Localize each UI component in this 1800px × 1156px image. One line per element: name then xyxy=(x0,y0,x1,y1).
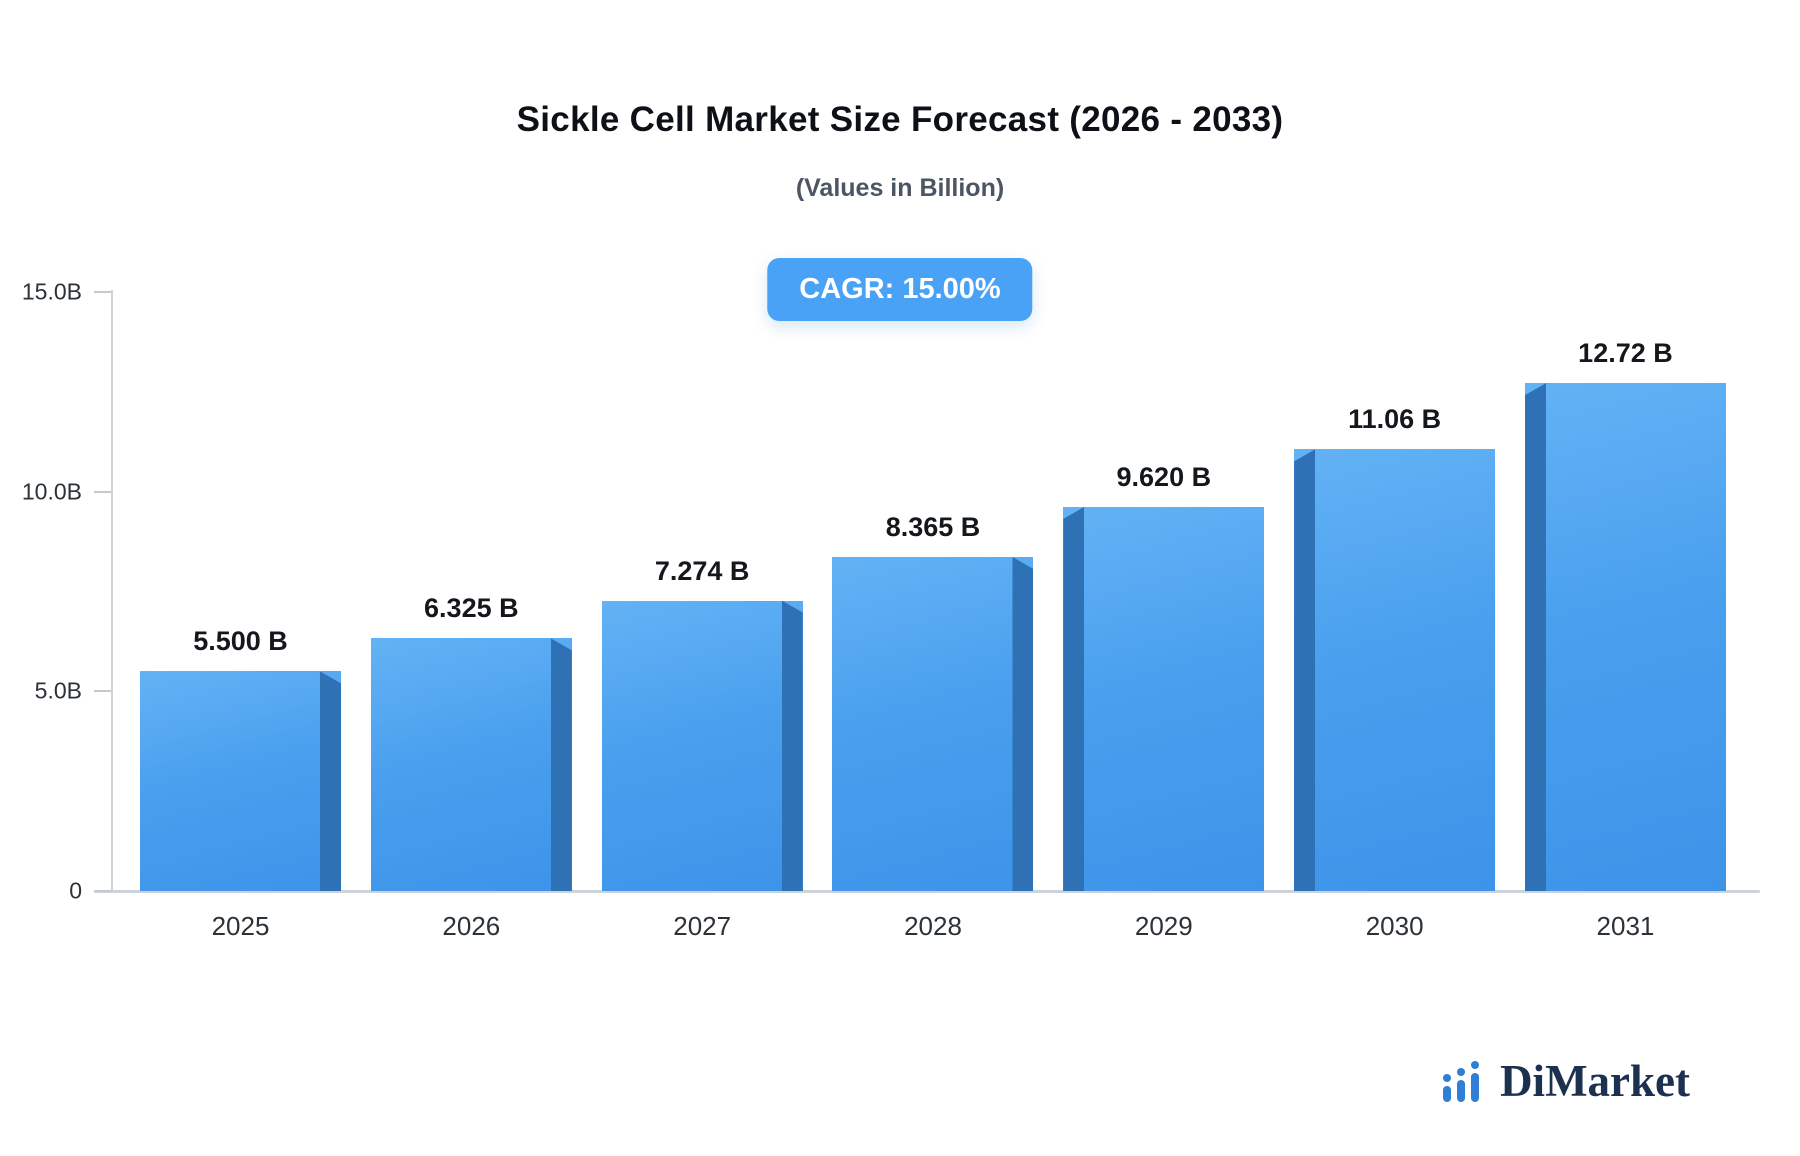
logo-text: DiMarket xyxy=(1500,1056,1690,1106)
bar-2030[interactable]: 11.06 B 2030 xyxy=(1294,404,1496,941)
bar-value-label: 11.06 B xyxy=(1348,404,1442,435)
y-tick xyxy=(94,890,111,892)
x-axis-label: 2031 xyxy=(1596,911,1655,941)
bar-side-face xyxy=(1294,449,1316,891)
bar-2029[interactable]: 9.620 B 2029 xyxy=(1063,462,1265,941)
y-tick xyxy=(94,291,111,293)
x-axis-label: 2030 xyxy=(1365,911,1424,941)
bar-2026[interactable]: 6.325 B 2026 xyxy=(370,593,572,941)
logo: DiMarket xyxy=(1439,1056,1690,1104)
bar-side-face xyxy=(320,671,341,891)
bar-face xyxy=(832,556,1034,891)
bar-side-face xyxy=(550,638,572,891)
bar-side-face xyxy=(1012,556,1034,891)
bar-value-label: 6.325 B xyxy=(424,593,519,624)
bar-2031[interactable]: 12.72 B 2031 xyxy=(1524,338,1726,941)
y-tick xyxy=(94,490,111,493)
page-subtitle: (Values in Billion) xyxy=(795,174,1005,202)
bar-chart: 5.500 B 2025 6.325 B 2026 7.274 B 2027 8.365 B… xyxy=(22,279,1760,941)
y-axis-label: 0 xyxy=(69,877,82,904)
bar-face xyxy=(1063,506,1265,891)
bar-face xyxy=(1524,383,1726,891)
x-axis-label: 2025 xyxy=(211,911,270,941)
bar-side-face xyxy=(1524,383,1546,891)
page-title: Sickle Cell Market Size Forecast (2026 -… xyxy=(516,100,1284,139)
y-axis-line xyxy=(111,290,113,891)
bar-side-face xyxy=(781,600,803,891)
bar-face xyxy=(370,638,572,891)
bar-value-label: 12.72 B xyxy=(1578,338,1673,369)
x-axis-label: 2028 xyxy=(904,911,962,941)
bar-face xyxy=(601,600,803,891)
cagr-badge: CAGR: 15.00% xyxy=(767,258,1033,321)
x-axis-label: 2029 xyxy=(1134,911,1193,941)
bar-face xyxy=(1294,449,1496,891)
bar-2025[interactable]: 5.500 B 2025 xyxy=(140,626,341,941)
bar-side-face xyxy=(1063,506,1085,891)
bar-value-label: 9.620 B xyxy=(1116,461,1212,492)
y-axis-label: 5.0B xyxy=(34,677,82,704)
x-axis-label: 2027 xyxy=(673,911,732,941)
bar-value-label: 7.274 B xyxy=(654,555,750,586)
y-tick xyxy=(94,690,111,693)
bar-face xyxy=(140,671,341,891)
x-axis-label: 2026 xyxy=(442,911,501,941)
plot-area: 5.500 B 2025 6.325 B 2026 7.274 B 2027 8.365 B… xyxy=(112,292,1754,941)
bar-chart-logo-icon xyxy=(1443,1061,1480,1102)
bar-2028[interactable]: 8.365 B 2028 xyxy=(832,512,1034,941)
bar-2027[interactable]: 7.274 B 2027 xyxy=(601,556,803,941)
y-axis-label: 10.0B xyxy=(21,478,82,505)
y-axis-label: 15.0B xyxy=(21,278,82,305)
bar-value-label: 5.500 B xyxy=(193,626,288,657)
x-axis-baseline xyxy=(94,890,1760,893)
bar-value-label: 8.365 B xyxy=(885,511,981,542)
